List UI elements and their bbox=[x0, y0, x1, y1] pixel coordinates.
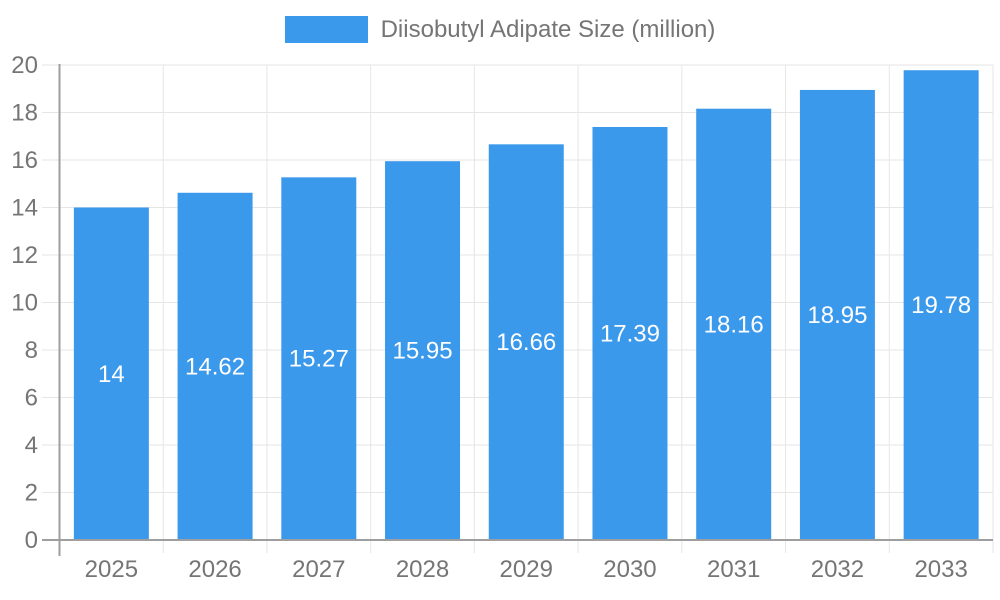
bar-value-label: 15.95 bbox=[392, 338, 452, 365]
x-axis-tick-label: 2025 bbox=[85, 556, 138, 583]
x-axis-tick-label: 2032 bbox=[811, 556, 864, 583]
bar-value-label: 18.16 bbox=[704, 311, 764, 338]
bar-2033[interactable] bbox=[903, 70, 979, 540]
x-axis-tick-label: 2033 bbox=[914, 556, 967, 583]
bar-2027[interactable] bbox=[281, 177, 357, 540]
y-axis-tick-label: 6 bbox=[25, 385, 38, 412]
legend-label: Diisobutyl Adipate Size (million) bbox=[380, 16, 716, 43]
legend-swatch bbox=[284, 16, 368, 43]
bar-value-label: 17.39 bbox=[600, 320, 660, 347]
x-axis-tick-label: 2028 bbox=[396, 556, 449, 583]
y-axis-tick-label: 18 bbox=[11, 100, 38, 127]
bar-value-label: 14 bbox=[98, 361, 125, 388]
x-axis-tick-label: 2027 bbox=[292, 556, 345, 583]
bar-value-label: 15.27 bbox=[289, 346, 349, 373]
bar-value-label: 19.78 bbox=[911, 292, 971, 319]
y-axis-tick-label: 0 bbox=[25, 527, 38, 554]
bar-2031[interactable] bbox=[696, 108, 772, 540]
x-axis-tick-label: 2029 bbox=[500, 556, 553, 583]
x-axis-tick-label: 2031 bbox=[707, 556, 760, 583]
bar-2030[interactable] bbox=[592, 126, 668, 541]
bar-2029[interactable] bbox=[488, 144, 564, 540]
x-axis-tick-label: 2030 bbox=[603, 556, 656, 583]
y-axis-tick-label: 10 bbox=[11, 290, 38, 317]
y-axis-tick-label: 4 bbox=[25, 432, 38, 459]
bar-2032[interactable] bbox=[799, 89, 875, 540]
bar-2028[interactable] bbox=[385, 161, 461, 540]
y-axis-tick-label: 2 bbox=[25, 480, 38, 507]
bar-value-label: 14.62 bbox=[185, 353, 245, 380]
bar-2025[interactable] bbox=[73, 207, 149, 541]
bar-value-label: 18.95 bbox=[807, 302, 867, 329]
bar-value-label: 16.66 bbox=[496, 329, 556, 356]
y-axis-tick-label: 20 bbox=[11, 52, 38, 79]
x-axis-tick-label: 2026 bbox=[188, 556, 241, 583]
y-axis-tick-label: 14 bbox=[11, 195, 38, 222]
y-axis-tick-label: 8 bbox=[25, 337, 38, 364]
y-axis-tick-label: 16 bbox=[11, 147, 38, 174]
legend[interactable]: Diisobutyl Adipate Size (million) bbox=[0, 16, 1000, 43]
y-axis-tick-label: 12 bbox=[11, 242, 38, 269]
bar-2026[interactable] bbox=[177, 192, 253, 540]
